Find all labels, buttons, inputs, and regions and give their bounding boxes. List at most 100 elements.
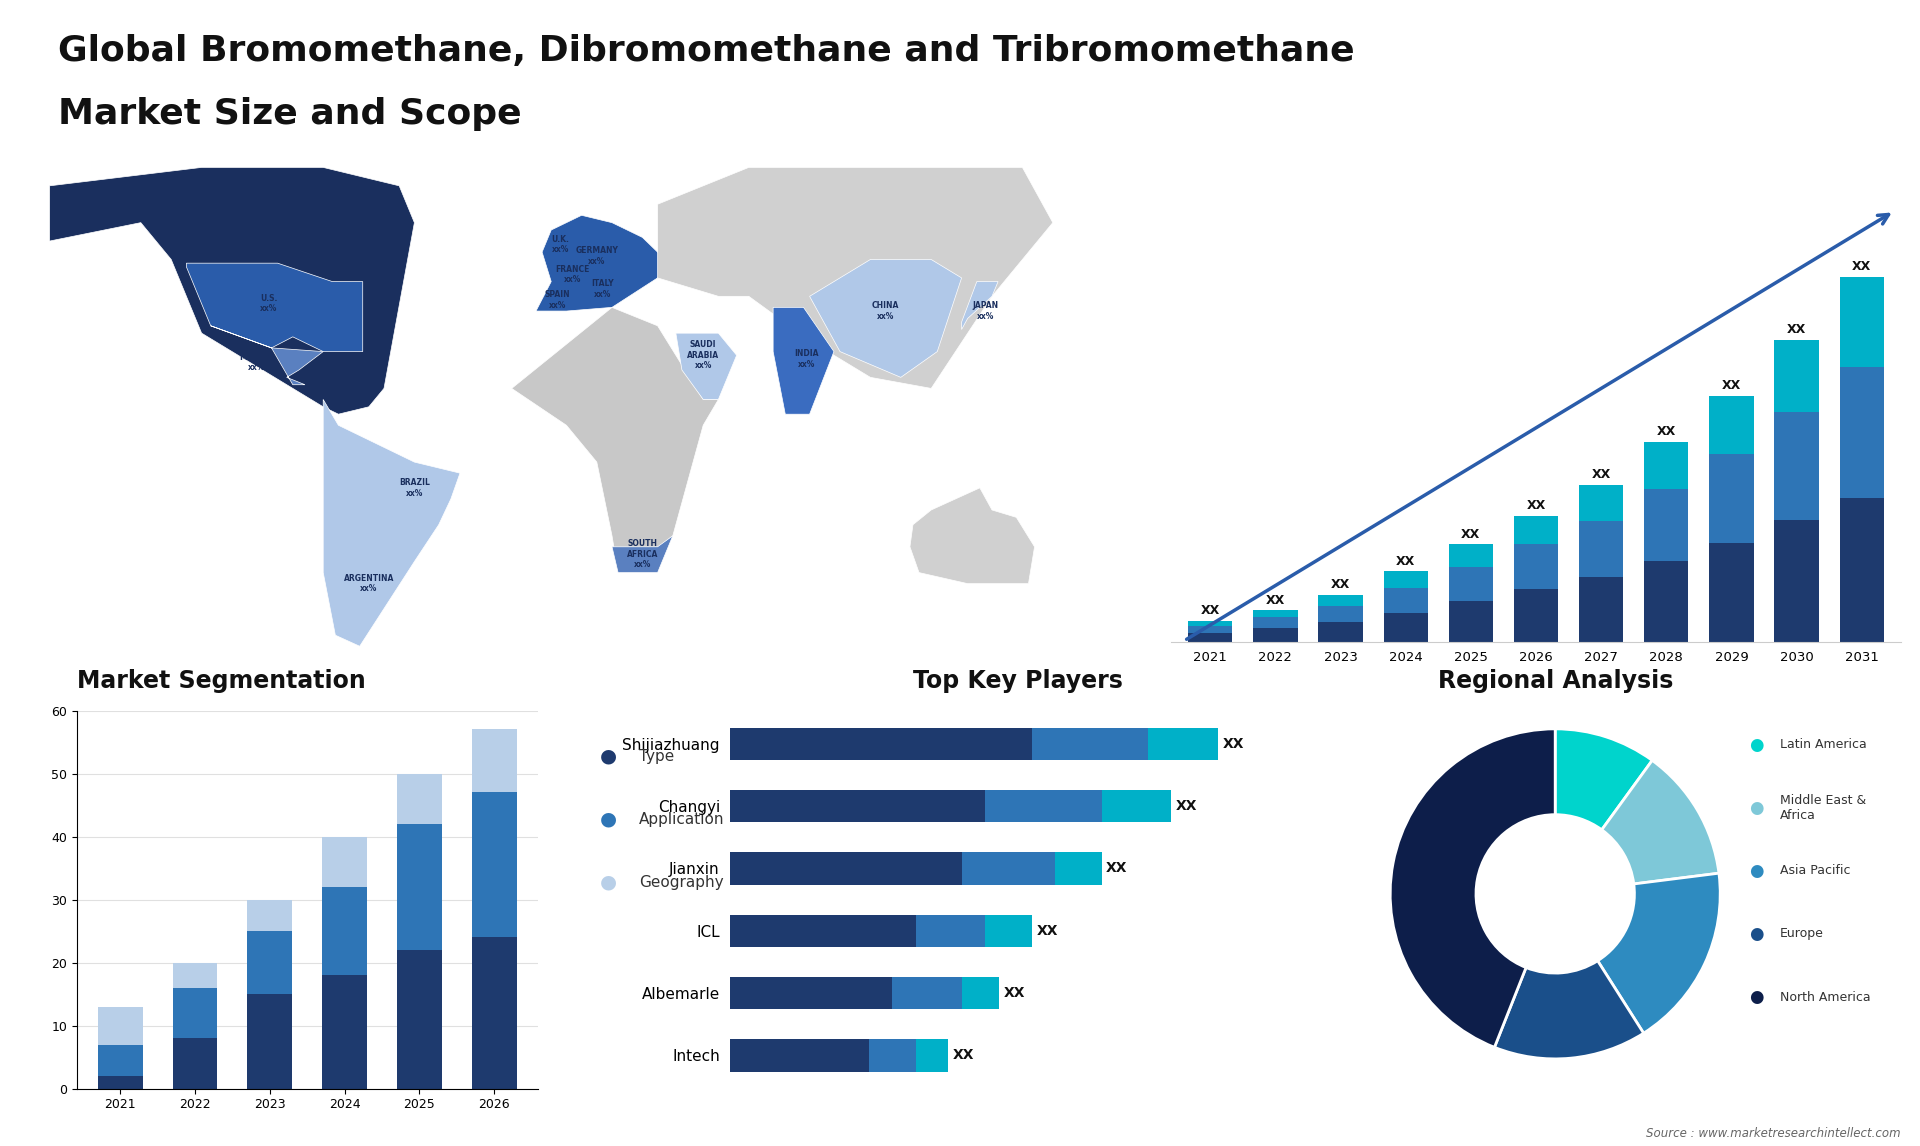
Text: North America: North America — [1780, 990, 1870, 1004]
Bar — [323, 975, 367, 1089]
Bar — [1254, 628, 1298, 642]
Bar — [248, 994, 292, 1089]
Bar — [1839, 497, 1884, 642]
Bar — [916, 915, 985, 947]
Bar — [962, 976, 998, 1010]
Text: Middle East &
Africa: Middle East & Africa — [1780, 794, 1866, 822]
Text: ●: ● — [1749, 736, 1764, 754]
Polygon shape — [323, 400, 461, 646]
Bar — [1188, 621, 1233, 626]
Text: XX: XX — [1396, 555, 1415, 568]
Bar — [248, 931, 292, 994]
Circle shape — [1476, 815, 1634, 973]
Text: Europe: Europe — [1780, 927, 1824, 941]
Bar — [1054, 853, 1102, 885]
Bar — [1578, 485, 1622, 521]
Text: CHINA
xx%: CHINA xx% — [872, 301, 899, 321]
Text: RESEARCH: RESEARCH — [1766, 72, 1830, 83]
Text: ●: ● — [1749, 799, 1764, 817]
Bar — [1450, 567, 1494, 602]
Text: XX: XX — [952, 1049, 973, 1062]
Bar — [1319, 606, 1363, 622]
Bar — [1254, 610, 1298, 618]
Text: XX: XX — [1004, 986, 1025, 1000]
Text: U.K.
xx%: U.K. xx% — [551, 235, 568, 254]
Bar — [472, 729, 516, 793]
Polygon shape — [774, 307, 833, 414]
Text: Source : www.marketresearchintellect.com: Source : www.marketresearchintellect.com — [1645, 1128, 1901, 1140]
Text: BRAZIL
xx%: BRAZIL xx% — [399, 478, 430, 497]
Text: XX: XX — [1788, 323, 1807, 336]
Text: Asia Pacific: Asia Pacific — [1780, 864, 1851, 878]
Bar — [397, 950, 442, 1089]
Text: XX: XX — [1265, 594, 1284, 606]
Bar — [893, 976, 962, 1010]
Bar — [730, 853, 962, 885]
Text: ARGENTINA
xx%: ARGENTINA xx% — [344, 574, 394, 594]
Bar — [1148, 728, 1217, 760]
Bar — [397, 824, 442, 950]
Wedge shape — [1390, 729, 1555, 1047]
Polygon shape — [676, 333, 737, 400]
Bar — [985, 790, 1102, 823]
Bar — [1319, 622, 1363, 642]
Bar — [1102, 790, 1171, 823]
Bar — [173, 963, 217, 988]
Bar — [1709, 395, 1753, 454]
Bar — [1578, 576, 1622, 642]
Bar — [1774, 340, 1818, 411]
Polygon shape — [211, 325, 323, 385]
Text: XX: XX — [1200, 604, 1219, 618]
Polygon shape — [511, 307, 718, 573]
Text: U.S.
xx%: U.S. xx% — [259, 295, 276, 313]
Bar — [1774, 520, 1818, 642]
Wedge shape — [1601, 761, 1718, 884]
Text: XX: XX — [1223, 737, 1244, 751]
Bar — [1188, 626, 1233, 633]
Text: Market Segmentation: Market Segmentation — [77, 669, 365, 693]
Polygon shape — [50, 167, 415, 414]
Text: XX: XX — [1331, 579, 1350, 591]
Text: Regional Analysis: Regional Analysis — [1438, 669, 1672, 693]
Bar — [1188, 633, 1233, 642]
Bar — [1644, 488, 1688, 560]
Bar — [98, 1006, 142, 1045]
Bar — [730, 976, 893, 1010]
Text: GERMANY
xx%: GERMANY xx% — [576, 246, 618, 266]
Bar — [1513, 544, 1559, 589]
Polygon shape — [612, 536, 672, 573]
Bar — [730, 728, 1031, 760]
Polygon shape — [810, 259, 962, 377]
Text: INTELLECT: INTELLECT — [1766, 105, 1830, 116]
Text: XX: XX — [1106, 862, 1127, 876]
Bar — [730, 915, 916, 947]
Text: XX: XX — [1592, 469, 1611, 481]
Bar — [1450, 544, 1494, 567]
Text: Geography: Geography — [639, 874, 724, 890]
Bar — [1513, 516, 1559, 544]
Text: Latin America: Latin America — [1780, 738, 1866, 752]
Bar — [248, 900, 292, 931]
Text: SPAIN
xx%: SPAIN xx% — [545, 290, 570, 309]
Bar — [1031, 728, 1148, 760]
Bar — [870, 1039, 916, 1072]
Bar — [1709, 542, 1753, 642]
Text: XX: XX — [1722, 379, 1741, 392]
Text: XX: XX — [1461, 528, 1480, 541]
Bar — [730, 1039, 870, 1072]
Bar — [1644, 560, 1688, 642]
Bar — [1839, 367, 1884, 497]
Bar — [1839, 276, 1884, 367]
Text: XX: XX — [1175, 799, 1198, 814]
Wedge shape — [1494, 960, 1644, 1059]
Bar — [472, 793, 516, 937]
Polygon shape — [186, 264, 363, 352]
Wedge shape — [1555, 729, 1653, 830]
Text: ●: ● — [1749, 862, 1764, 880]
Bar — [1709, 454, 1753, 542]
Bar — [1513, 589, 1559, 642]
Text: SOUTH
AFRICA
xx%: SOUTH AFRICA xx% — [626, 540, 659, 570]
Bar — [472, 937, 516, 1089]
Text: CANADA
xx%: CANADA xx% — [244, 195, 280, 214]
Polygon shape — [962, 282, 998, 330]
